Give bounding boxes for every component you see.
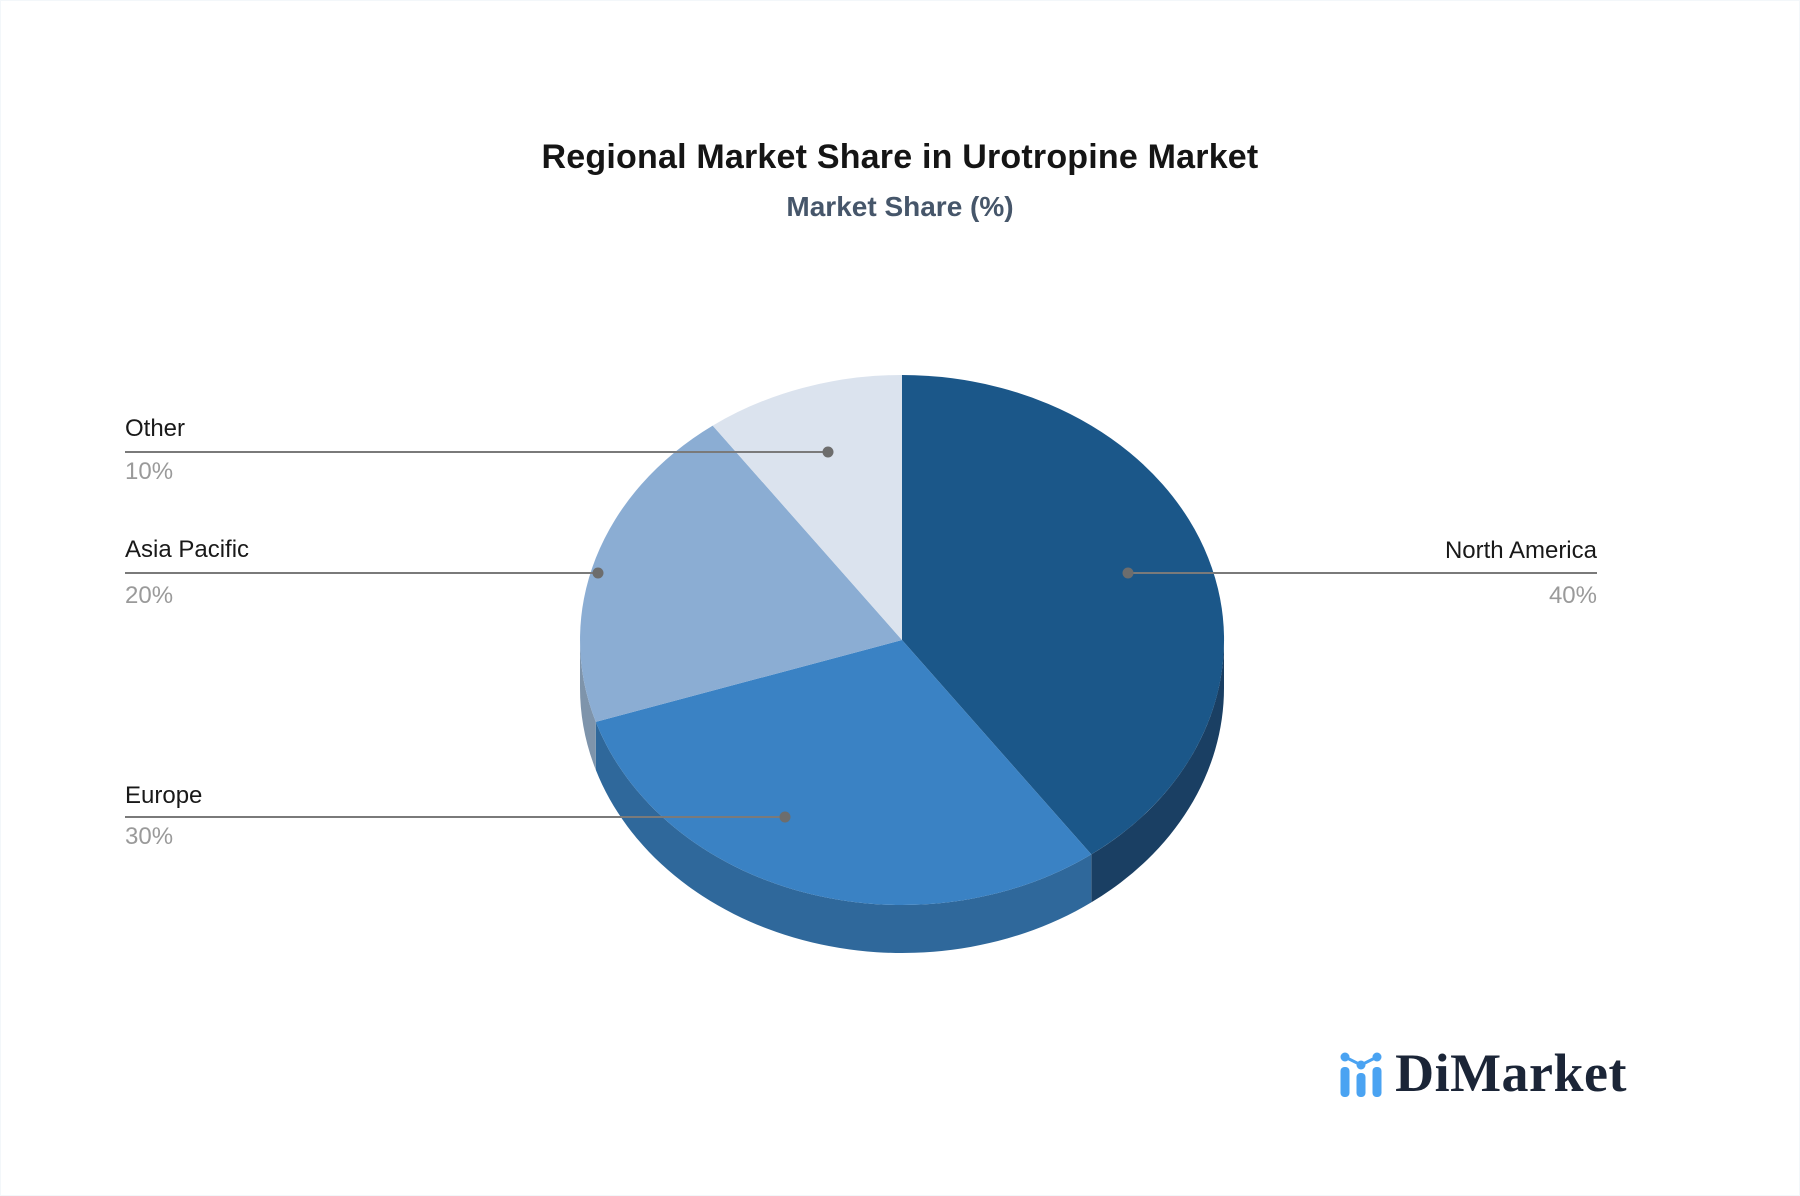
- pie-slice-side-north-america: [1091, 640, 1224, 903]
- callout-label-europe: Europe: [125, 782, 203, 809]
- callout-dot-asia-pacific: [592, 567, 604, 579]
- callout-dot-europe: [779, 811, 791, 823]
- pie-slice-other[interactable]: [712, 375, 902, 640]
- pie-slice-side-europe: [595, 721, 1092, 954]
- callout-dot-other: [822, 446, 834, 458]
- brand-logo: DiMarket: [1339, 1042, 1627, 1104]
- chart-subtitle: Market Share (%): [786, 191, 1014, 222]
- pie-slice-europe[interactable]: [595, 640, 1092, 906]
- callout-label-other: Other: [125, 415, 186, 442]
- callout-value-other: 10%: [125, 458, 174, 485]
- callout-value-europe: 30%: [125, 823, 174, 850]
- chart-title: Regional Market Share in Urotropine Mark…: [541, 138, 1259, 176]
- pie-slice-north-america[interactable]: [902, 375, 1225, 855]
- brand-name: DiMarket: [1395, 1043, 1627, 1103]
- callout-value-asia-pacific: 20%: [125, 582, 174, 609]
- pie-slice-side-asia-pacific: [580, 640, 596, 770]
- callout-value-north-america: 40%: [1548, 582, 1597, 609]
- pie-slice-asia-pacific[interactable]: [580, 425, 902, 722]
- callout-label-asia-pacific: Asia Pacific: [125, 536, 250, 563]
- callout-dot-north-america: [1122, 567, 1134, 579]
- callout-label-north-america: North America: [1444, 537, 1597, 564]
- bar-line-chart-icon: [1340, 1052, 1382, 1097]
